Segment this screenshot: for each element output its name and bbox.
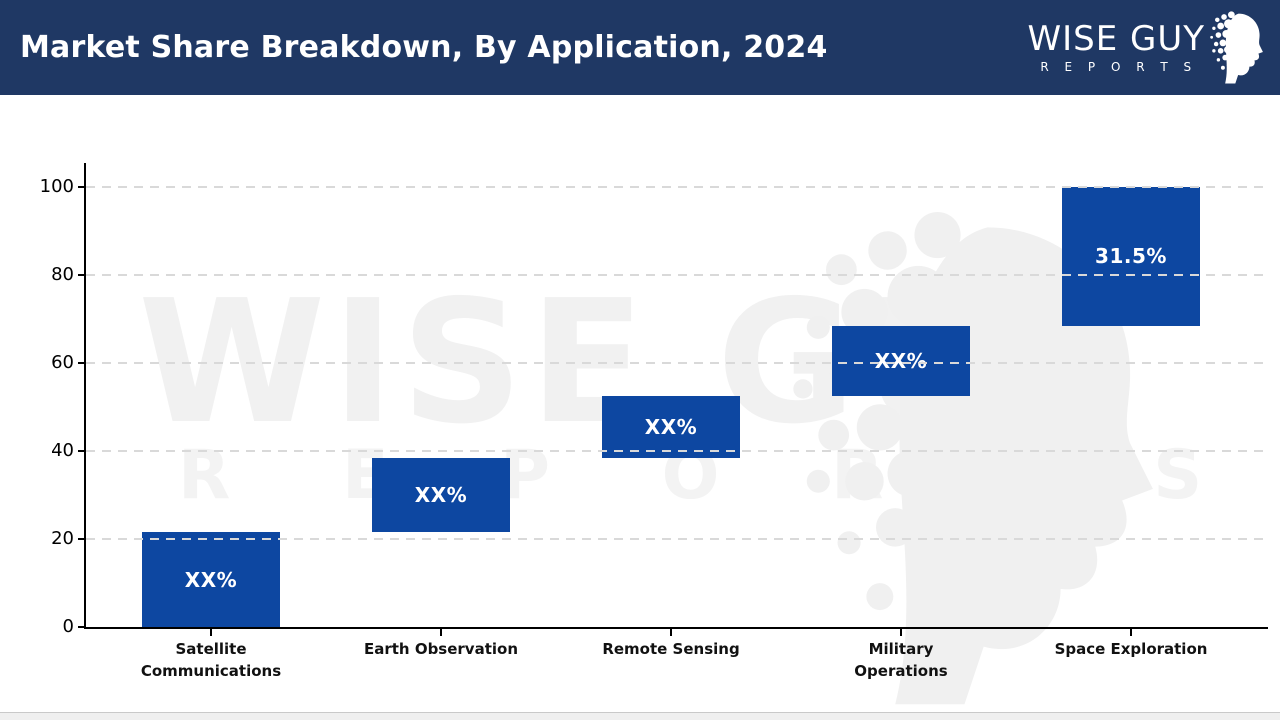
bar: XX% — [142, 532, 280, 627]
gridline — [86, 362, 1266, 364]
gridline — [86, 538, 1266, 540]
x-axis-category-label: Military Operations — [854, 640, 948, 680]
y-tick-label: 100 — [39, 176, 74, 197]
wise-guy-logo: WISE GUY R E P O R T S — [1027, 7, 1268, 89]
chart-title: Market Share Breakdown, By Application, … — [20, 30, 828, 65]
x-tick-mark — [670, 629, 672, 636]
logo-wordmark: WISE GUY — [1027, 18, 1205, 59]
x-tick-mark — [440, 629, 442, 636]
y-tick-mark — [78, 450, 84, 452]
y-tick-mark — [78, 538, 84, 540]
bar-value-label: 31.5% — [1095, 244, 1167, 269]
bar-value-label: XX% — [414, 482, 468, 507]
wise-guy-head-icon — [1210, 10, 1263, 84]
x-axis-line — [84, 627, 1268, 629]
bar: XX% — [602, 396, 740, 458]
x-axis-category-label: Satellite Communications — [140, 640, 282, 680]
x-axis-category-label: Earth Observation — [363, 640, 519, 658]
x-axis-category-label: Space Exploration — [1054, 640, 1208, 658]
y-tick-mark — [78, 626, 84, 628]
y-tick-mark — [78, 362, 84, 364]
y-tick-mark — [78, 186, 84, 188]
y-tick-label: 20 — [51, 528, 74, 549]
bar: 31.5% — [1062, 187, 1200, 326]
x-axis-category-label: Remote Sensing — [602, 640, 740, 658]
bar-value-label: XX% — [184, 567, 238, 592]
bar-value-label: XX% — [874, 348, 928, 373]
gridline — [86, 186, 1266, 188]
bar: XX% — [372, 457, 510, 533]
gridline — [86, 274, 1266, 276]
gridline — [86, 450, 1266, 452]
bar: XX% — [832, 325, 970, 396]
y-axis-line — [84, 163, 86, 629]
x-tick-mark — [900, 629, 902, 636]
y-tick-mark — [78, 274, 84, 276]
y-tick-label: 80 — [51, 264, 74, 285]
footer-divider — [0, 712, 1280, 713]
y-tick-label: 60 — [51, 352, 74, 373]
y-tick-label: 40 — [51, 440, 74, 461]
header-bar: Market Share Breakdown, By Application, … — [0, 0, 1280, 95]
x-tick-mark — [210, 629, 212, 636]
x-tick-mark — [1130, 629, 1132, 636]
logo-subtitle: R E P O R T S — [1040, 59, 1198, 74]
footer-strip — [0, 713, 1280, 720]
y-tick-label: 0 — [62, 616, 74, 637]
bar-value-label: XX% — [644, 414, 698, 439]
wise-guy-logo-text: WISE GUY R E P O R T S — [1027, 22, 1205, 74]
